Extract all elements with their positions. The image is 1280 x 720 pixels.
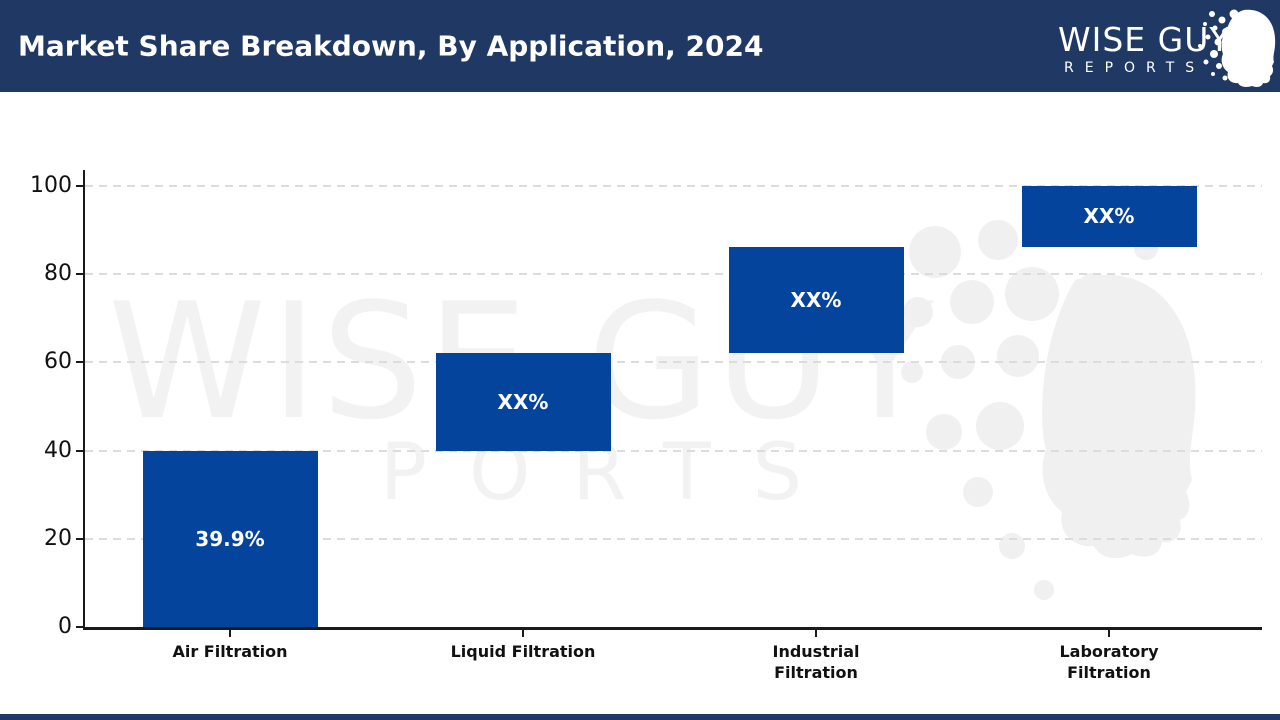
gridline-40	[85, 449, 1262, 452]
x-tick-mark	[815, 630, 817, 637]
y-tick-label: 40	[44, 437, 72, 463]
y-tick-label: 100	[30, 173, 72, 198]
gridline-80	[85, 273, 1262, 276]
bar-value-label: XX%	[790, 287, 842, 312]
logo-subtitle: REPORTS	[1064, 60, 1206, 76]
bar-value-label: 39.9%	[195, 527, 265, 551]
header-band: Market Share Breakdown, By Application, …	[0, 0, 1280, 92]
y-tick-mark	[76, 449, 85, 452]
x-axis-line	[83, 627, 1262, 630]
bar-value-label: XX%	[497, 390, 549, 415]
y-tick-mark	[76, 185, 85, 187]
gridline-20	[85, 537, 1262, 540]
bar-air-filtration: 39.9%	[142, 451, 318, 627]
y-tick-mark	[76, 626, 85, 628]
gridline-60	[85, 361, 1262, 364]
bar-laboratory-filtration: XX%	[1021, 186, 1197, 247]
bar-value-label: XX%	[1083, 204, 1135, 229]
bar-industrial-filtration: XX%	[728, 246, 904, 354]
y-tick-mark	[76, 361, 85, 364]
x-tick-mark	[229, 630, 231, 637]
x-tick-mark	[1108, 630, 1110, 637]
y-tick-label: 80	[44, 261, 72, 287]
y-tick-mark	[76, 537, 85, 540]
y-tick-label: 60	[44, 349, 72, 375]
x-category-label: Industrial Filtration	[772, 642, 860, 682]
y-tick-label: 0	[58, 614, 72, 639]
logo-wordmark: WISE GUY	[1058, 20, 1231, 59]
x-category-label: Laboratory Filtration	[1059, 642, 1159, 682]
x-tick-mark	[522, 630, 524, 637]
bar-liquid-filtration: XX%	[435, 353, 611, 452]
wiseguy-logo: WISE GUY REPORTS	[1020, 4, 1276, 88]
y-tick-mark	[76, 273, 85, 276]
x-category-label: Air Filtration	[172, 642, 288, 661]
page-title: Market Share Breakdown, By Application, …	[18, 29, 764, 63]
x-category-label: Liquid Filtration	[450, 642, 596, 661]
y-tick-label: 20	[44, 525, 72, 551]
gridline-100	[85, 185, 1262, 187]
logo-face-icon	[1198, 9, 1276, 87]
y-axis-line	[83, 170, 85, 630]
footer-band	[0, 714, 1280, 720]
